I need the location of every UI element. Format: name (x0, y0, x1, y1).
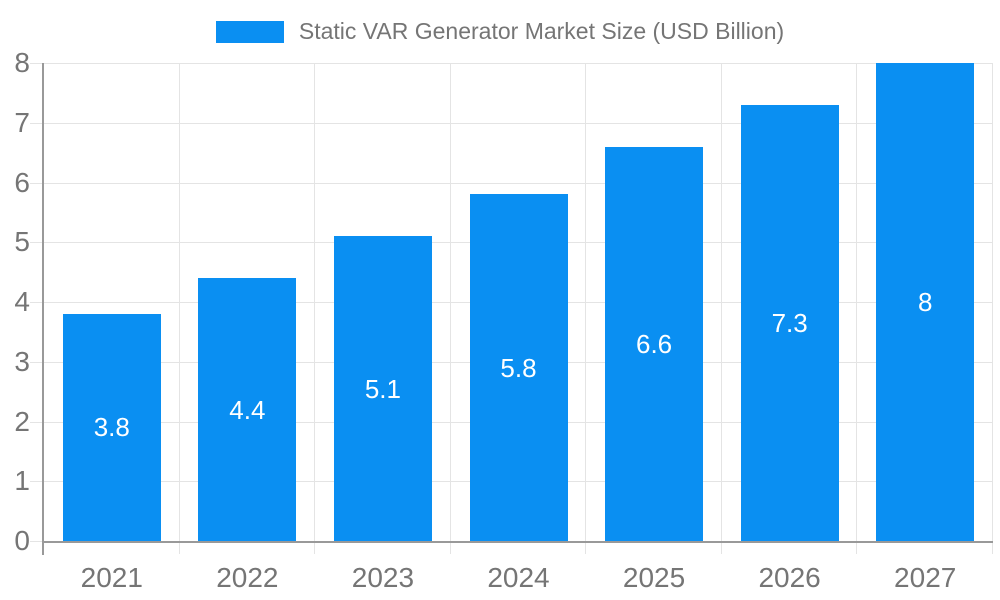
vertical-gridline (585, 63, 587, 541)
x-tick-mark (314, 543, 316, 554)
x-tick-mark (449, 543, 451, 554)
bar-2027[interactable]: 8 (876, 63, 975, 541)
legend-label[interactable]: Static VAR Generator Market Size (USD Bi… (298, 18, 785, 44)
y-tick-label: 1 (14, 465, 30, 497)
horizontal-gridline (44, 182, 993, 184)
y-axis-line (42, 63, 44, 555)
y-tick-mark (30, 182, 42, 184)
bar-2026[interactable]: 7.3 (740, 104, 839, 541)
bar-2023[interactable]: 5.1 (333, 236, 432, 541)
vertical-gridline (720, 63, 722, 541)
x-tick-label-2023: 2023 (351, 562, 415, 593)
y-tick-mark (30, 63, 42, 64)
x-tick-label-2027: 2027 (894, 562, 957, 593)
vertical-gridline (856, 63, 858, 541)
y-tick-label: 3 (14, 345, 30, 377)
x-tick-label-2026: 2026 (758, 562, 821, 593)
vertical-gridline (178, 63, 180, 541)
y-tick-mark (30, 421, 42, 423)
y-tick-label: 6 (14, 166, 30, 198)
bar-value-label: 3.8 (93, 412, 130, 443)
bar-value-label: 8 (917, 287, 933, 317)
horizontal-gridline (44, 63, 993, 64)
bar-2024[interactable]: 5.8 (469, 194, 568, 541)
y-tick-mark (30, 242, 42, 244)
x-axis-line (42, 541, 993, 543)
vertical-gridline (992, 63, 993, 541)
y-tick-mark (30, 541, 42, 542)
x-tick-label-2025: 2025 (622, 562, 686, 593)
bar-value-label: 7.3 (771, 307, 808, 338)
bar-value-label: 6.6 (635, 328, 673, 359)
y-tick-label: 2 (14, 405, 30, 437)
x-tick-label-2022: 2022 (216, 562, 279, 593)
y-tick-mark (30, 122, 42, 124)
plot-area: 3.8 4.4 5.1 5.8 6.6 7.3 8 (44, 63, 993, 541)
x-tick-mark (856, 543, 858, 554)
y-tick-mark (30, 481, 42, 483)
x-tick-mark (720, 543, 722, 554)
vertical-gridline (449, 63, 451, 541)
bar-2022[interactable]: 4.4 (198, 278, 297, 541)
y-tick-mark (30, 361, 42, 363)
y-tick-label: 7 (14, 106, 30, 138)
horizontal-gridline (44, 122, 993, 124)
x-tick-mark (992, 543, 993, 554)
legend: Static VAR Generator Market Size (USD Bi… (0, 18, 1000, 45)
y-tick-label: 4 (14, 286, 30, 317)
x-tick-label-2024: 2024 (487, 562, 550, 593)
bar-value-label: 4.4 (229, 394, 266, 425)
y-tick-mark (30, 302, 42, 303)
y-tick-label: 8 (14, 47, 30, 78)
bar-2021[interactable]: 3.8 (62, 313, 161, 541)
bar-value-label: 5.8 (500, 352, 537, 383)
legend-swatch[interactable] (215, 20, 284, 43)
x-tick-mark (585, 543, 587, 554)
y-tick-label: 0 (14, 525, 30, 556)
y-tick-label: 5 (14, 226, 30, 258)
bar-value-label: 5.1 (364, 373, 401, 404)
x-tick-mark (178, 543, 180, 554)
x-tick-label-2021: 2021 (80, 562, 143, 593)
vertical-gridline (314, 63, 316, 541)
bar-2025[interactable]: 6.6 (605, 146, 704, 541)
